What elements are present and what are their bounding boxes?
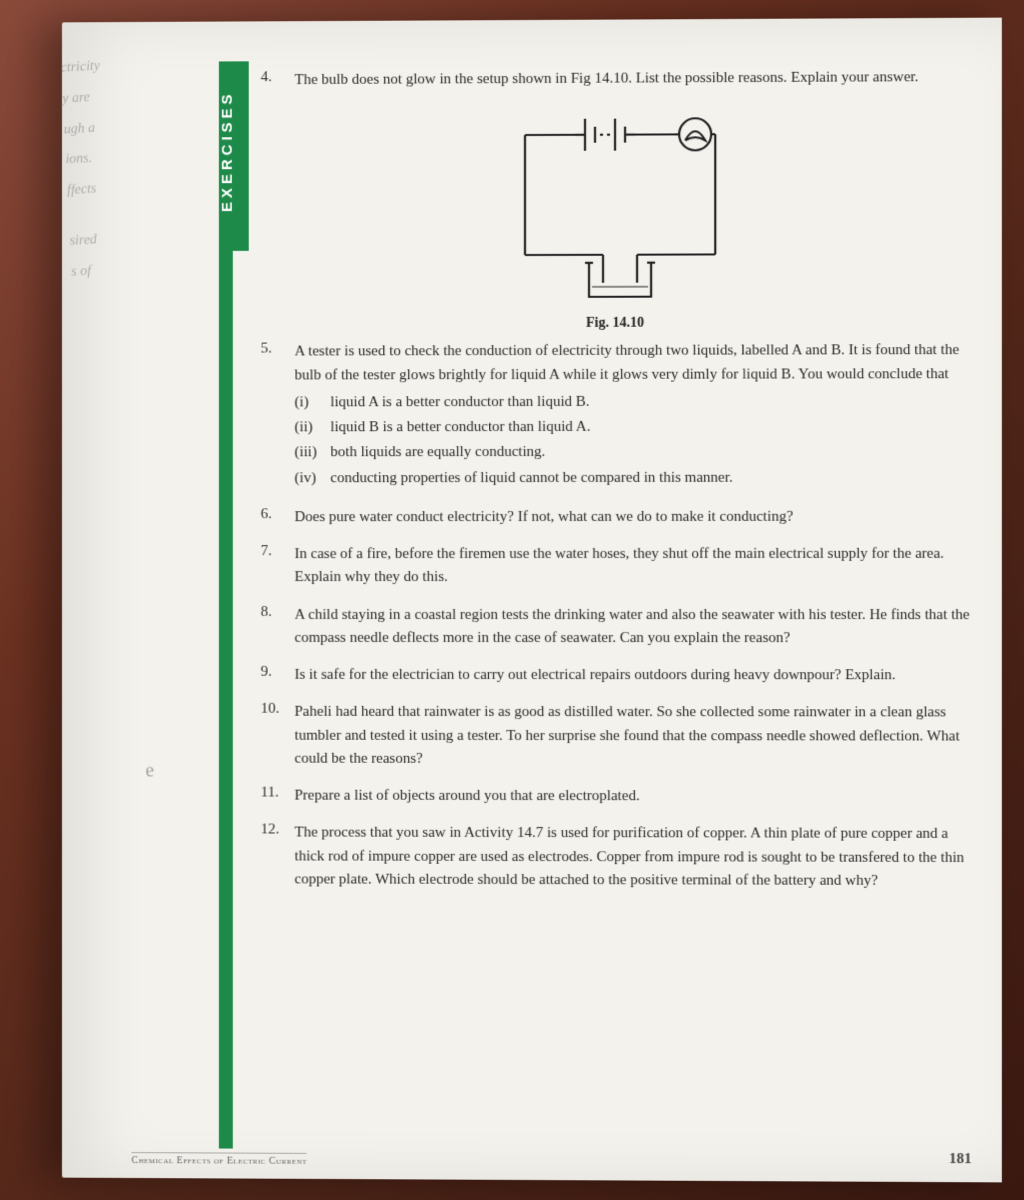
question-6: 6. Does pure water conduct electricity? … xyxy=(261,505,972,529)
options-list: (i) liquid A is a better conductor than … xyxy=(295,390,972,490)
question-text: Does pure water conduct electricity? If … xyxy=(295,505,972,529)
option-iv: (iv) conducting properties of liquid can… xyxy=(295,466,972,490)
question-11: 11. Prepare a list of objects around you… xyxy=(261,785,972,809)
option-iii: (iii) both liquids are equally conductin… xyxy=(295,441,972,465)
page-content: 4. The bulb does not glow in the setup s… xyxy=(261,66,972,907)
question-text: In case of a fire, before the firemen us… xyxy=(295,543,972,590)
edge-word: ugh a xyxy=(63,112,120,146)
figure-14-10 xyxy=(261,103,972,311)
question-text: Is it safe for the electrician to carry … xyxy=(295,664,972,688)
question-text: The bulb does not glow in the setup show… xyxy=(295,66,972,92)
question-text: A tester is used to check the conduction… xyxy=(295,342,960,383)
question-number: 11. xyxy=(261,785,295,808)
question-5: 5. A tester is used to check the conduct… xyxy=(261,339,972,492)
figure-caption: Fig. 14.10 xyxy=(261,315,972,333)
option-text: conducting properties of liquid cannot b… xyxy=(330,466,732,490)
prev-page-edge-text: ctricity y are ugh a ions. ffects sired … xyxy=(56,51,128,289)
edge-word: sired xyxy=(69,224,126,258)
edge-word: s of xyxy=(71,254,128,288)
question-number: 5. xyxy=(261,341,295,492)
page-number: 181 xyxy=(949,1151,972,1168)
edge-word: ions. xyxy=(65,142,122,176)
option-i: (i) liquid A is a better conductor than … xyxy=(295,390,972,414)
book-page: ctricity y are ugh a ions. ffects sired … xyxy=(62,18,1002,1183)
question-7: 7. In case of a fire, before the firemen… xyxy=(261,543,972,590)
option-number: (iv) xyxy=(295,467,331,490)
question-10: 10. Paheli had heard that rainwater is a… xyxy=(261,701,972,772)
question-number: 7. xyxy=(261,543,295,589)
option-number: (i) xyxy=(295,391,331,414)
question-text: Prepare a list of objects around you tha… xyxy=(295,785,972,809)
edge-word: ffects xyxy=(66,173,123,207)
question-number: 6. xyxy=(261,506,295,529)
option-number: (iii) xyxy=(295,442,331,465)
question-text: Paheli had heard that rainwater is as go… xyxy=(295,701,972,772)
question-text: The process that you saw in Activity 14.… xyxy=(295,822,972,893)
question-12: 12. The process that you saw in Activity… xyxy=(261,822,972,893)
exercises-sidebar-label: EXERCISES xyxy=(219,61,249,251)
question-4: 4. The bulb does not glow in the setup s… xyxy=(261,66,972,92)
question-8: 8. A child staying in a coastal region t… xyxy=(261,603,972,650)
chapter-footer-label: Chemical Effects of Electric Current xyxy=(131,1152,306,1167)
option-ii: (ii) liquid B is a better conductor than… xyxy=(295,415,972,439)
exercises-sidebar-bar xyxy=(219,251,233,1149)
question-body: A tester is used to check the conduction… xyxy=(295,339,972,492)
circuit-diagram-icon xyxy=(485,104,745,305)
question-number: 12. xyxy=(261,822,295,892)
option-text: liquid A is a better conductor than liqu… xyxy=(330,391,589,415)
question-number: 10. xyxy=(261,701,295,771)
option-number: (ii) xyxy=(295,416,331,439)
question-text: A child staying in a coastal region test… xyxy=(295,603,972,650)
question-number: 9. xyxy=(261,664,295,687)
edge-word: ctricity xyxy=(60,51,117,85)
pencil-annotation: e xyxy=(144,759,155,783)
option-text: both liquids are equally conducting. xyxy=(330,441,545,465)
option-text: liquid B is a better conductor than liqu… xyxy=(330,416,590,440)
question-number: 4. xyxy=(261,69,295,92)
question-9: 9. Is it safe for the electrician to car… xyxy=(261,664,972,688)
question-number: 8. xyxy=(261,603,295,649)
edge-word: y are xyxy=(61,81,118,115)
